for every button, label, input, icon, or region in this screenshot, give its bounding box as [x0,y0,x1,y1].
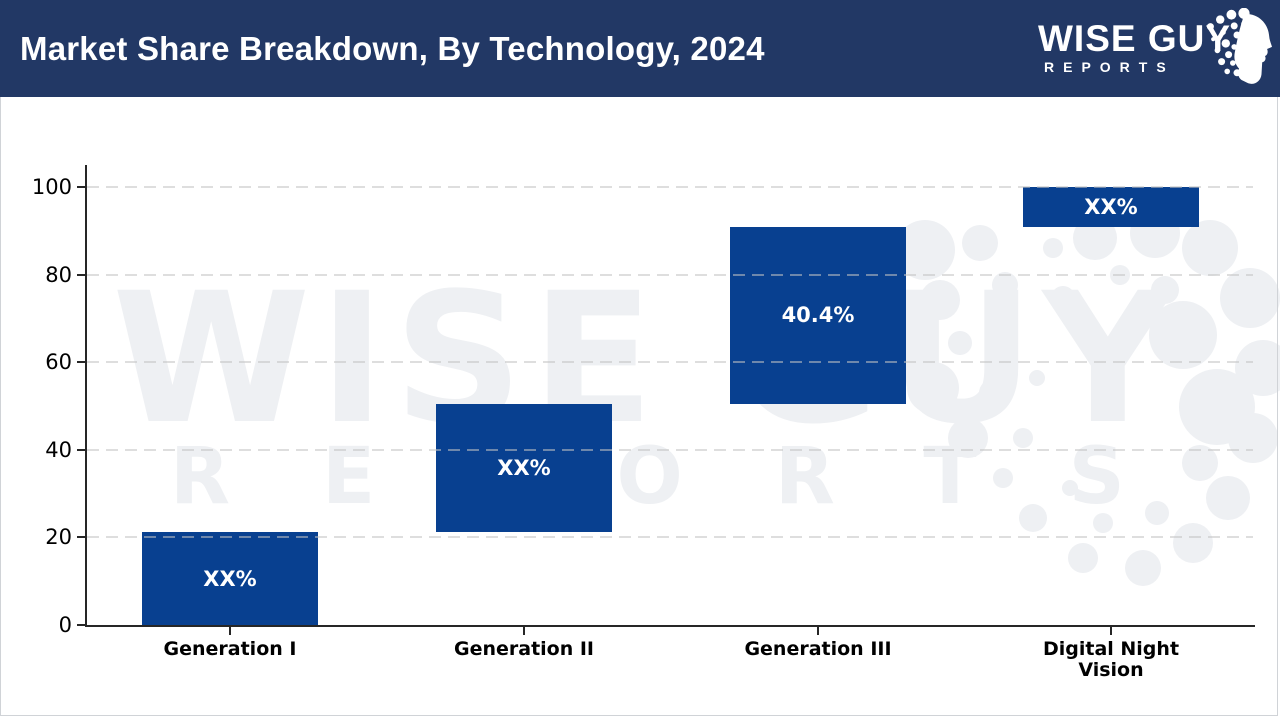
gridline-y60 [87,361,1253,364]
y-tick-label: 80 [45,262,72,287]
x-tick-label-generation-iii: Generation III [744,638,892,660]
bar-value-label: 40.4% [781,303,855,328]
y-tick-mark [77,448,85,451]
gridline-y40 [87,448,1253,451]
y-axis-line [85,165,87,627]
gridline-y100 [87,186,1253,188]
bar-generation-ii: XX% [436,403,612,533]
y-tick-mark [77,361,85,364]
bar-value-label: XX% [1084,194,1138,219]
y-tick-label: 20 [45,525,72,550]
y-tick-mark [77,186,85,188]
logo-wiseguy-text: WISE GUY [1038,18,1232,59]
y-tick-label: 0 [58,613,72,637]
bar-generation-iii: 40.4% [730,226,906,404]
x-tick-mark [523,627,525,635]
header-bar: Market Share Breakdown, By Technology, 2… [0,0,1280,97]
y-tick-mark [77,624,85,626]
y-tick-label: 60 [45,350,72,375]
bar-generation-i: XX% [142,532,318,625]
watermark-wiseguy-text: WISE GUY [112,255,1182,464]
y-tick-label: 40 [45,437,72,462]
x-tick-mark [817,627,819,635]
bar-value-label: XX% [203,566,257,591]
gridline-y20 [87,536,1253,539]
x-tick-label-digital-night-vision: Digital Night Vision [1042,638,1180,681]
x-tick-mark [1110,627,1112,635]
y-tick-mark [77,273,85,276]
x-tick-label-generation-i: Generation I [163,638,297,660]
y-tick-mark [77,536,85,539]
bar-digital-night-vision: XX% [1023,187,1199,227]
gridline-y80 [87,273,1253,276]
page-title: Market Share Breakdown, By Technology, 2… [20,29,765,67]
wiseguy-logo: WISE GUY REPORTS [1030,6,1272,92]
x-tick-mark [229,627,231,635]
x-tick-label-generation-ii: Generation II [453,638,594,660]
frame-right [1277,97,1278,716]
x-axis-line [85,625,1255,627]
logo-head-icon [1206,8,1272,84]
frame-bottom [0,715,1278,716]
y-tick-label: 100 [31,175,72,199]
bar-value-label: XX% [497,455,551,480]
watermark-dotted-head-icon [885,208,1280,586]
logo-reports-text: REPORTS [1044,59,1175,75]
frame-left [0,97,1,716]
